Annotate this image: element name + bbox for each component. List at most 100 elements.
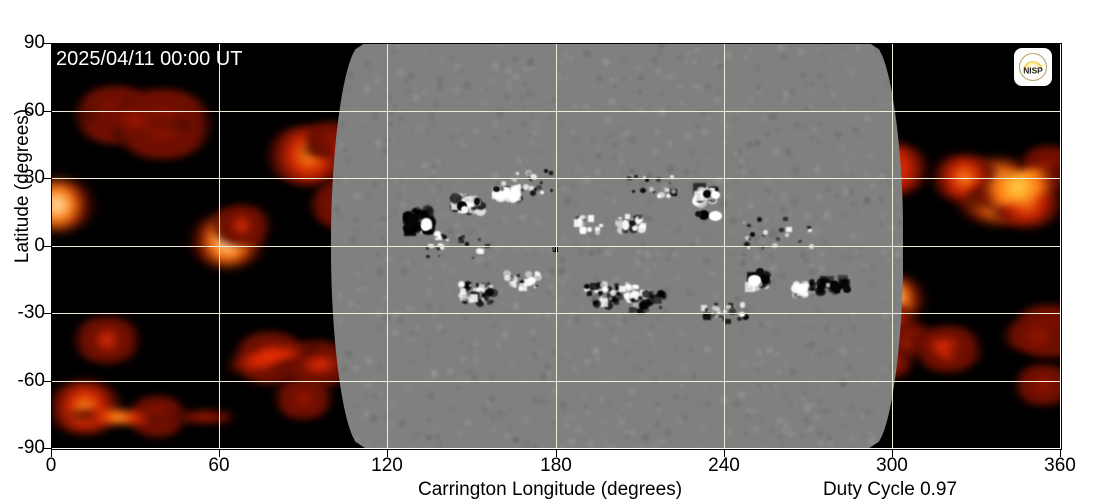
magnetic-flux-patch [779, 228, 784, 233]
magnetic-flux-patch [643, 176, 646, 179]
farside-signal-blob [231, 332, 309, 385]
magnetic-flux-patch [808, 229, 812, 233]
x-tick-label: 60 [179, 456, 259, 475]
farside-signal-blob [188, 215, 266, 268]
magnetic-flux-patch [421, 222, 430, 231]
magnetic-flux-patch [625, 214, 630, 219]
farside-signal-streak [998, 321, 1060, 351]
magnetic-flux-patch [647, 297, 650, 300]
frontside-magnetogram-band [331, 43, 904, 448]
magnetic-flux-patch [518, 184, 521, 186]
nisp-logo: NISP [1014, 48, 1052, 86]
magnetogram-granulation [331, 43, 904, 448]
magnetic-flux-patch [614, 299, 620, 304]
magnetic-flux-patch [711, 191, 720, 199]
magnetic-flux-patch [725, 319, 731, 324]
farside-signal-streak [63, 407, 174, 427]
farside-signal-blob [111, 89, 215, 159]
farside-signal-blob [72, 317, 142, 364]
magnetic-flux-patch [460, 240, 464, 243]
magnetic-flux-patch [798, 284, 807, 293]
magnetic-flux-patch [747, 246, 750, 249]
magnetic-flux-patch [461, 235, 465, 239]
magnetic-flux-patch [599, 224, 602, 227]
farside-signal-blob [51, 179, 96, 232]
magnetic-flux-patch [405, 221, 415, 230]
magnetic-flux-patch [763, 230, 768, 235]
y-tick-label: -60 [18, 371, 45, 390]
magnetic-flux-patch [776, 237, 780, 241]
magnetic-flux-patch [465, 242, 469, 245]
farside-signal-blob [987, 174, 1060, 227]
magnetic-flux-patch [640, 188, 646, 193]
farside-signal-blob [273, 378, 334, 419]
magnetic-flux-patch [632, 225, 638, 231]
magnetic-flux-patch [728, 305, 731, 308]
magnetic-flux-patch [535, 285, 538, 287]
magnetic-flux-patch [632, 285, 636, 288]
x-tick-label: 0 [11, 456, 91, 475]
magnetic-flux-patch [517, 274, 520, 277]
magnetic-flux-patch [638, 296, 643, 300]
farside-signal-blob [1013, 365, 1060, 406]
magnetic-flux-patch [437, 247, 440, 250]
farside-signal-blob [1010, 305, 1060, 358]
magnetic-flux-patch [513, 179, 517, 183]
magnetic-flux-patch [578, 221, 584, 227]
magnetic-flux-patch [580, 217, 584, 221]
magnetic-flux-patch [485, 244, 489, 248]
magnetic-flux-patch [600, 281, 608, 289]
magnetic-flux-patch [640, 223, 646, 229]
magnetic-flux-patch [540, 182, 542, 184]
svg-text:NISP: NISP [1023, 66, 1043, 76]
farside-signal-blob [211, 205, 272, 246]
duty-cycle-label: Duty Cycle 0.97 [740, 479, 1040, 500]
magnetic-flux-patch [629, 307, 635, 313]
magnetic-flux-patch [639, 301, 648, 310]
magnetic-flux-patch [729, 308, 736, 314]
magnetic-flux-patch [549, 171, 554, 175]
magnetic-flux-patch [580, 227, 587, 233]
magnetic-flux-patch [619, 286, 626, 292]
y-tick-label: 0 [34, 236, 45, 255]
magnetic-flux-patch [511, 178, 513, 180]
magnetic-flux-patch [471, 207, 475, 210]
magnetic-flux-patch [748, 275, 760, 285]
farside-signal-blob [913, 326, 983, 373]
magnetic-flux-patch [458, 281, 465, 288]
carrington-synoptic-map: 2025/04/11 00:00 UT NISP 90 60 30 0 -30 -60 -9… [0, 0, 1100, 500]
farside-signal-blob [930, 155, 1000, 202]
y-tick-label: -90 [18, 438, 45, 457]
magnetic-flux-patch [510, 277, 515, 281]
magnetic-flux-patch [772, 243, 777, 248]
magnetic-flux-patch [723, 310, 727, 314]
magnetic-flux-patch [625, 284, 632, 290]
magnetic-flux-patch [485, 290, 492, 297]
farside-signal-blob [51, 381, 124, 434]
farside-signal-blob [951, 159, 1047, 223]
magnetic-flux-patch [809, 244, 814, 248]
magnetic-flux-patch [501, 181, 506, 185]
magnetic-flux-patch [598, 291, 603, 296]
farside-signal-blob [72, 86, 159, 145]
x-tick-label: 120 [347, 456, 427, 475]
farside-signal-streak [170, 411, 240, 423]
magnetic-flux-patch [461, 206, 468, 213]
magnetic-flux-patch [740, 302, 746, 307]
magnetic-flux-patch [656, 177, 661, 181]
magnetic-flux-patch [593, 300, 601, 308]
magnetic-flux-patch [750, 232, 755, 236]
magnetic-flux-patch [762, 246, 764, 248]
magnetic-flux-patch [482, 298, 485, 301]
farside-signal-streak [894, 328, 990, 365]
farside-signal-streak [956, 156, 1060, 218]
magnetic-flux-patch [649, 187, 654, 192]
magnetic-flux-patch [709, 211, 722, 221]
magnetic-flux-patch [476, 248, 482, 253]
magnetic-flux-patch [438, 255, 441, 257]
magnetic-flux-patch [703, 313, 711, 320]
x-tick-label: 240 [684, 456, 764, 475]
x-tick-label: 360 [1020, 456, 1100, 475]
magnetic-flux-patch [818, 282, 826, 289]
magnetic-flux-patch [652, 295, 662, 304]
